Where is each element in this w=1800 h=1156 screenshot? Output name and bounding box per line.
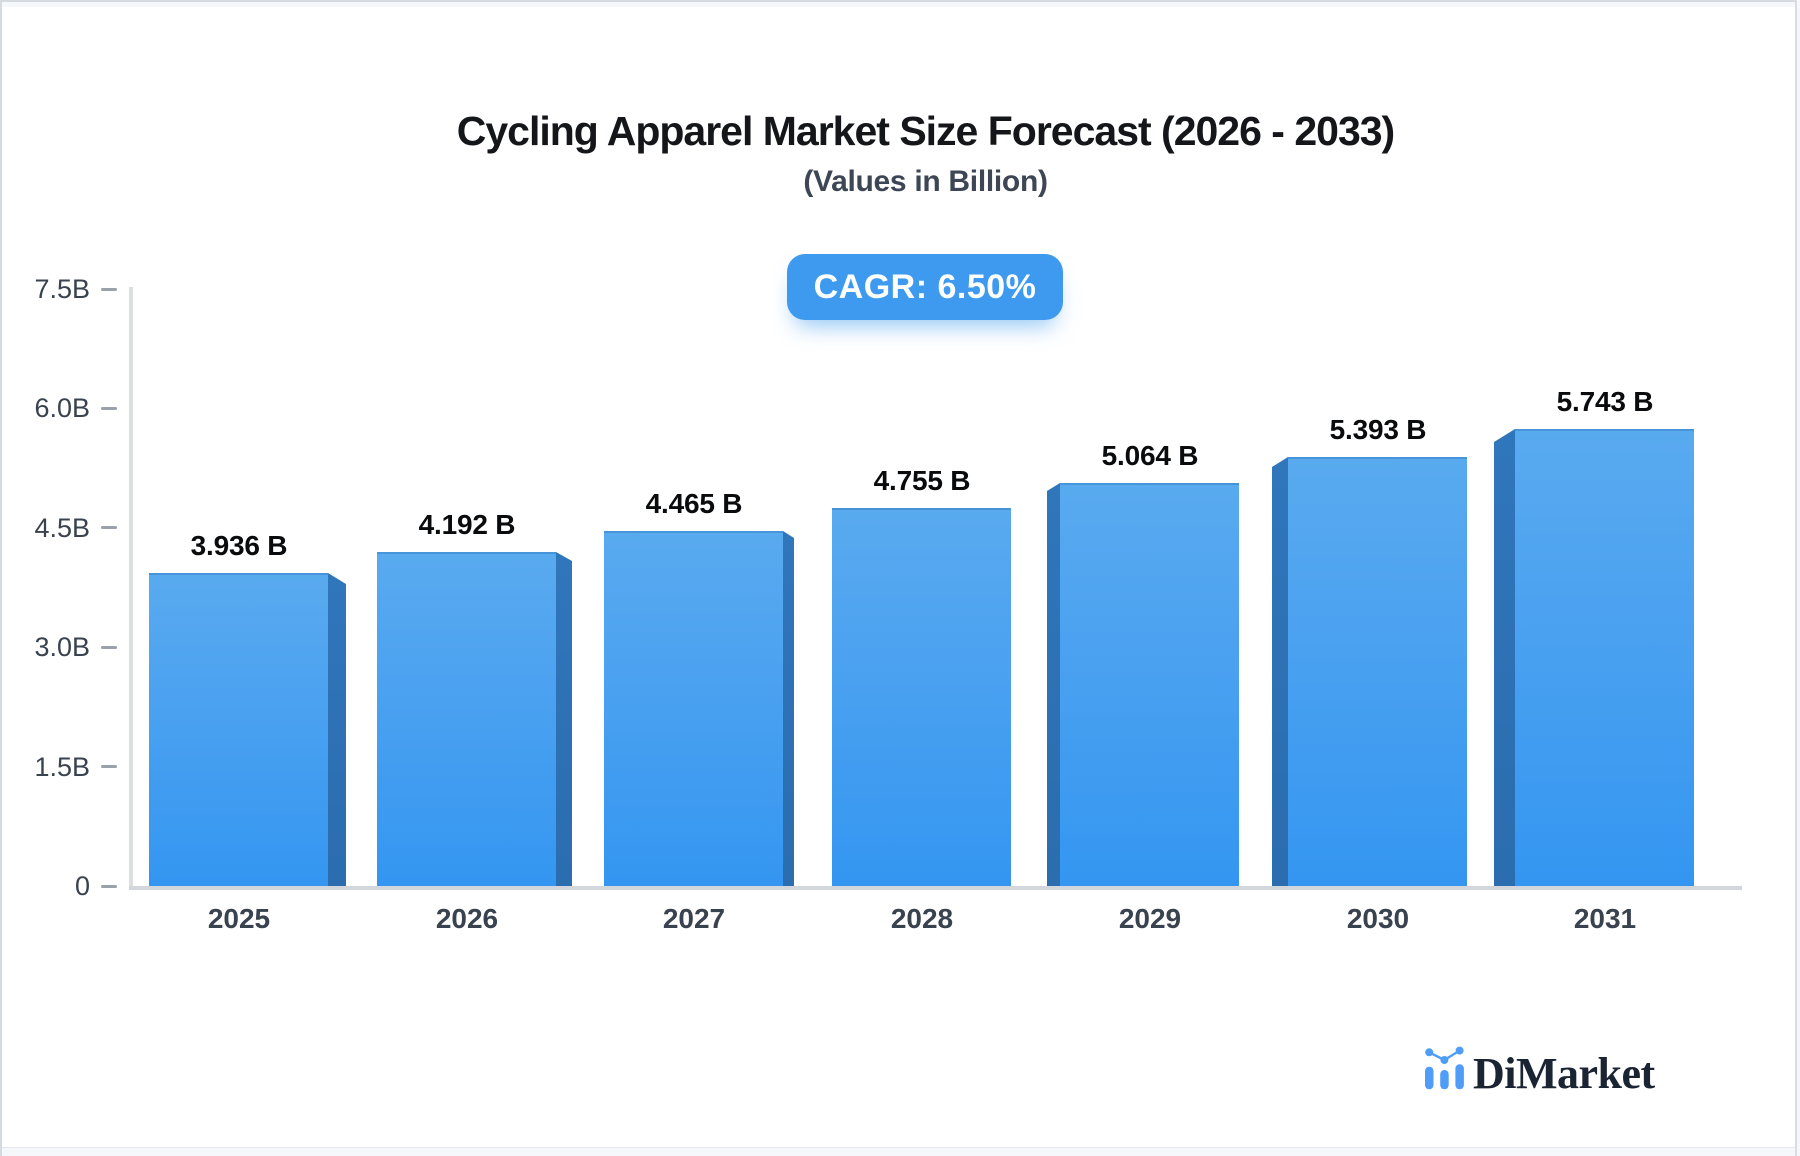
x-axis-label: 2026 xyxy=(435,903,499,934)
bar xyxy=(604,531,783,886)
bar xyxy=(1288,457,1467,886)
y-axis-tick-label: 6.0B xyxy=(34,393,90,423)
bar-side xyxy=(1047,483,1060,886)
brand-logo-text: DiMarket xyxy=(1473,1049,1655,1098)
y-axis-tick-label: 7.5B xyxy=(34,274,90,304)
y-axis-tick-label: 4.5B xyxy=(34,513,90,543)
bar-value-label: 5.064 B xyxy=(1101,440,1199,471)
bar xyxy=(1060,483,1239,886)
bar-side xyxy=(783,531,794,886)
y-axis-tick-label: 0 xyxy=(74,871,90,901)
x-axis-label: 2025 xyxy=(207,903,271,934)
y-axis-tick-dash xyxy=(101,765,117,768)
y-axis-tick-dash xyxy=(101,526,117,529)
bar-side xyxy=(1272,457,1288,886)
y-axis-tick-dash xyxy=(101,407,117,410)
cagr-badge: CAGR: 6.50% xyxy=(787,254,1063,320)
bar-value-label: 5.393 B xyxy=(1329,414,1427,445)
x-axis-label: 2029 xyxy=(1118,903,1182,934)
y-axis-tick-dash xyxy=(101,288,117,291)
bar xyxy=(149,573,328,886)
chart-title: Cycling Apparel Market Size Forecast (20… xyxy=(456,108,1395,154)
bar-value-label: 3.936 B xyxy=(190,530,288,561)
bar xyxy=(832,508,1011,886)
bar-chart-logo-icon xyxy=(1425,1046,1464,1090)
bar-side xyxy=(556,552,572,886)
x-axis-label: 2027 xyxy=(662,903,726,934)
bar xyxy=(377,552,556,886)
bar-value-label: 4.755 B xyxy=(873,465,971,496)
bar-value-label: 4.465 B xyxy=(645,488,743,519)
y-axis-line xyxy=(129,287,133,886)
x-axis-label: 2028 xyxy=(890,903,954,934)
x-axis-label: 2031 xyxy=(1573,903,1637,934)
y-axis-tick-dash xyxy=(101,885,117,888)
bar-side xyxy=(1494,429,1515,886)
x-axis-label: 2030 xyxy=(1346,903,1410,934)
bar-value-label: 4.192 B xyxy=(418,509,516,540)
brand-logo: DiMarket xyxy=(1423,1046,1693,1106)
bar-value-label: 5.743 B xyxy=(1556,386,1654,417)
y-axis-tick-label: 3.0B xyxy=(34,632,90,662)
x-axis-line xyxy=(129,886,1742,890)
y-axis-tick-dash xyxy=(101,646,117,649)
bar xyxy=(1515,429,1694,886)
chart-subtitle: (Values in Billion) xyxy=(803,165,1048,198)
y-axis-tick-label: 1.5B xyxy=(34,752,90,782)
bar-side xyxy=(328,573,346,886)
